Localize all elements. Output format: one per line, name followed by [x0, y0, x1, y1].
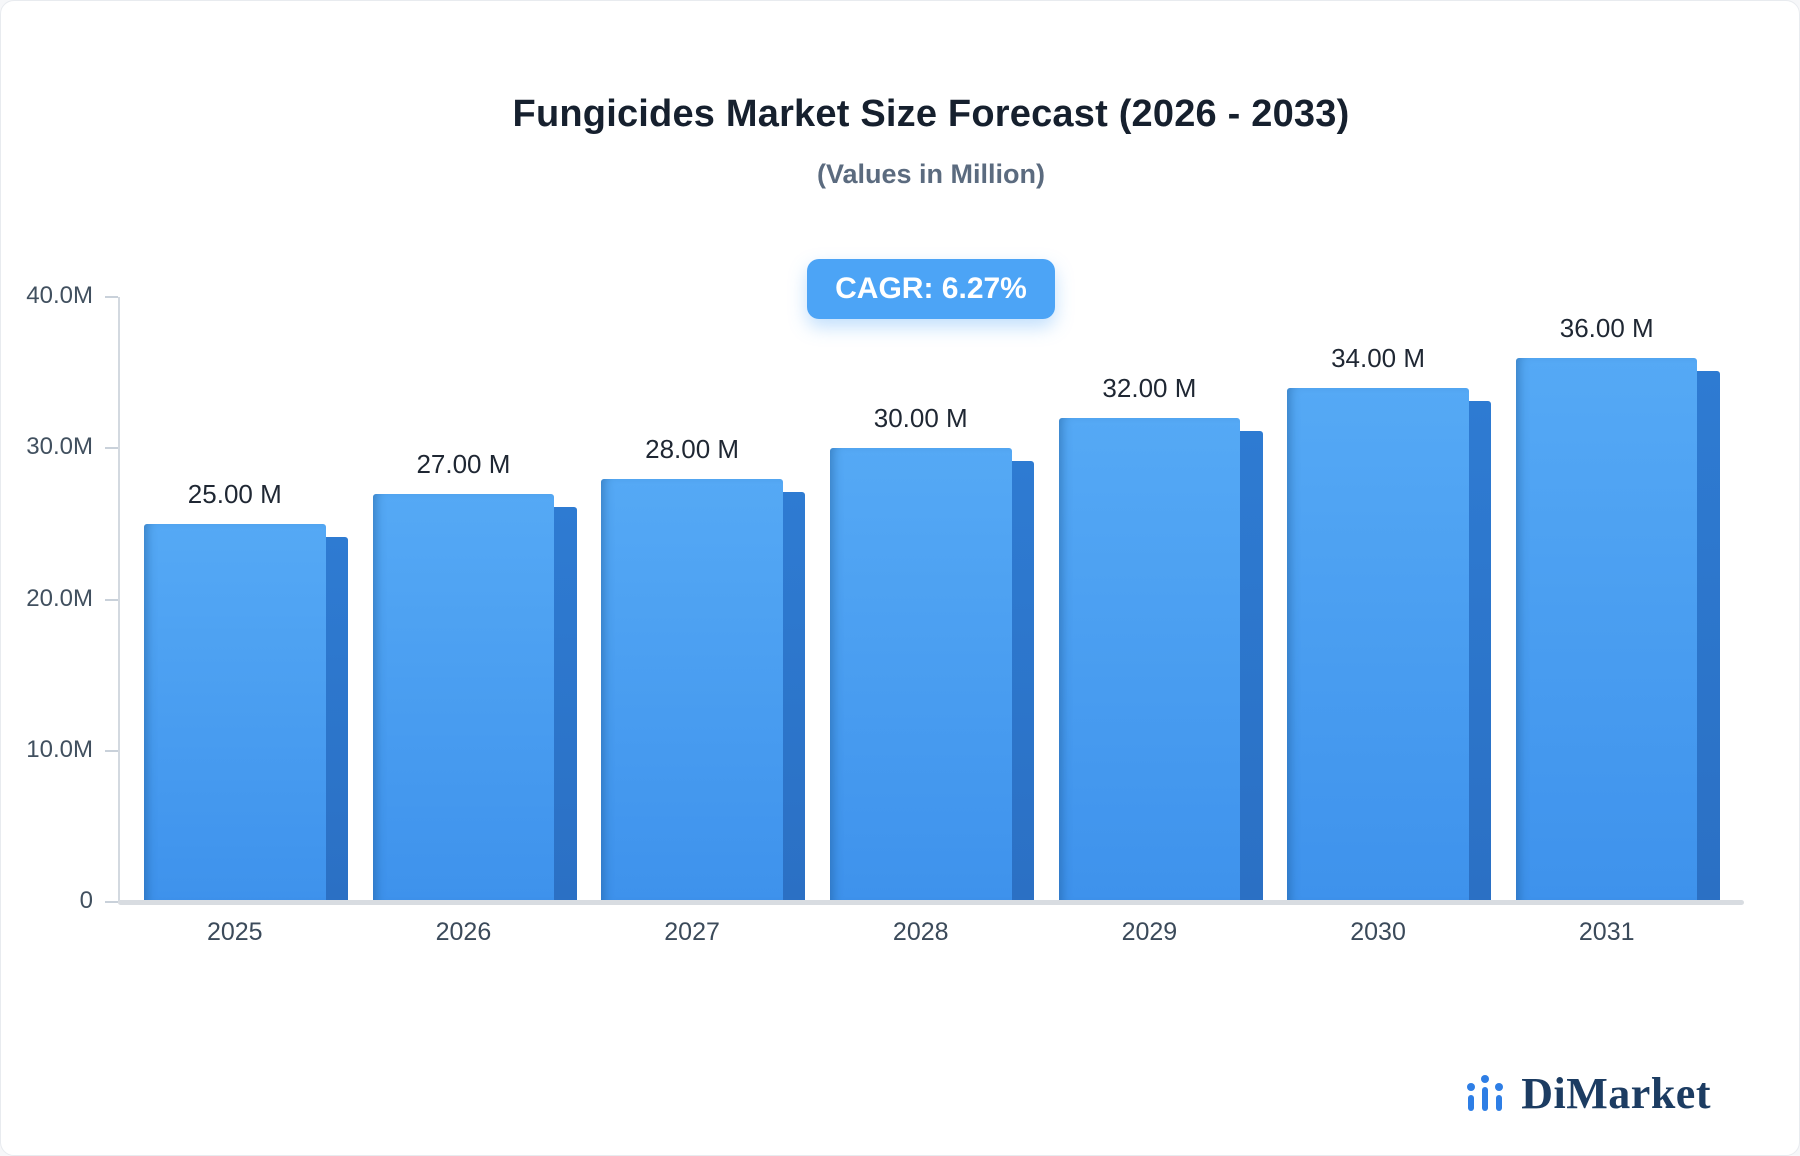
- bar-main-face: [829, 448, 1012, 902]
- y-axis-tick-label: 40.0M: [26, 282, 93, 309]
- y-axis-tick-mark: [105, 447, 118, 450]
- bar-main-face: [144, 523, 326, 902]
- bar-value-label: 34.00 M: [1331, 342, 1426, 373]
- bar-value-label: 28.00 M: [645, 433, 740, 464]
- bar-value-label: 25.00 M: [187, 478, 282, 509]
- bar-value-label: 36.00 M: [1559, 312, 1654, 343]
- bar-main-face: [601, 478, 783, 902]
- bar-side-face: [778, 491, 806, 902]
- brand-logo: DiMarket: [1461, 1068, 1711, 1119]
- bar-main-face: [372, 493, 555, 902]
- y-axis-tick-mark: [105, 901, 118, 903]
- x-axis-label: 2030: [1350, 918, 1406, 946]
- plot-area: 25.00 M 2025 27.00 M 2026 28.00 M 2027 30.00 M…: [118, 297, 1744, 946]
- y-axis-tick-label: 20.0M: [26, 584, 93, 612]
- bar-value-label: 30.00 M: [873, 403, 968, 434]
- bar-2026[interactable]: 27.00 M 2026: [372, 297, 577, 946]
- brand-name: DiMarket: [1521, 1069, 1711, 1118]
- x-axis-label: 2026: [435, 918, 492, 946]
- bar-value-label: 27.00 M: [416, 448, 511, 479]
- bar-main-face: [1287, 387, 1469, 902]
- bar-side-face: [550, 506, 577, 902]
- bar-main-face: [1058, 418, 1241, 902]
- y-axis-tick-label: 0: [79, 887, 93, 914]
- bar-side-face: [1693, 370, 1720, 902]
- y-axis-tick-mark: [105, 598, 118, 601]
- x-axis-label: 2029: [1121, 918, 1178, 946]
- bar-main-face: [1515, 357, 1698, 902]
- page-title: Fungicides Market Size Forecast (2026 - …: [512, 93, 1350, 135]
- x-axis-label: 2027: [664, 918, 720, 946]
- bar-chart: 0 10.0M 20.0M 30.0M 40.0M 25.00 M 2025 27.00 M…: [1, 282, 1799, 946]
- x-axis-label: 2031: [1578, 918, 1635, 946]
- page-subtitle: (Values in Million): [816, 159, 1046, 189]
- bar-2027[interactable]: 28.00 M 2027: [601, 297, 806, 946]
- bar-2031[interactable]: 36.00 M 2031: [1515, 297, 1720, 946]
- bar-side-face: [1464, 400, 1492, 902]
- x-axis-label: 2025: [206, 918, 263, 946]
- y-axis: 0 10.0M 20.0M 30.0M 40.0M: [1, 282, 118, 914]
- y-axis-tick-label: 30.0M: [26, 433, 93, 461]
- bar-side-face: [1007, 461, 1034, 902]
- bar-2028[interactable]: 30.00 M 2028: [829, 297, 1034, 946]
- y-axis-tick-mark: [105, 296, 118, 298]
- cagr-badge: CAGR: 6.27%: [807, 259, 1055, 319]
- cagr-badge-wrap: CAGR: 6.27%: [118, 259, 1744, 319]
- bar-chart-icon: [1467, 1074, 1504, 1111]
- bar-2029[interactable]: 32.00 M 2029: [1058, 297, 1263, 946]
- y-axis-tick-label: 10.0M: [26, 735, 93, 763]
- bar-side-face: [321, 536, 348, 902]
- y-axis-tick-mark: [105, 749, 118, 752]
- bar-2025[interactable]: 25.00 M 2025: [144, 297, 348, 946]
- bar-side-face: [1236, 431, 1263, 902]
- bar-2030[interactable]: 34.00 M 2030: [1287, 297, 1492, 946]
- bar-value-label: 32.00 M: [1102, 373, 1197, 403]
- x-axis-label: 2028: [892, 918, 949, 946]
